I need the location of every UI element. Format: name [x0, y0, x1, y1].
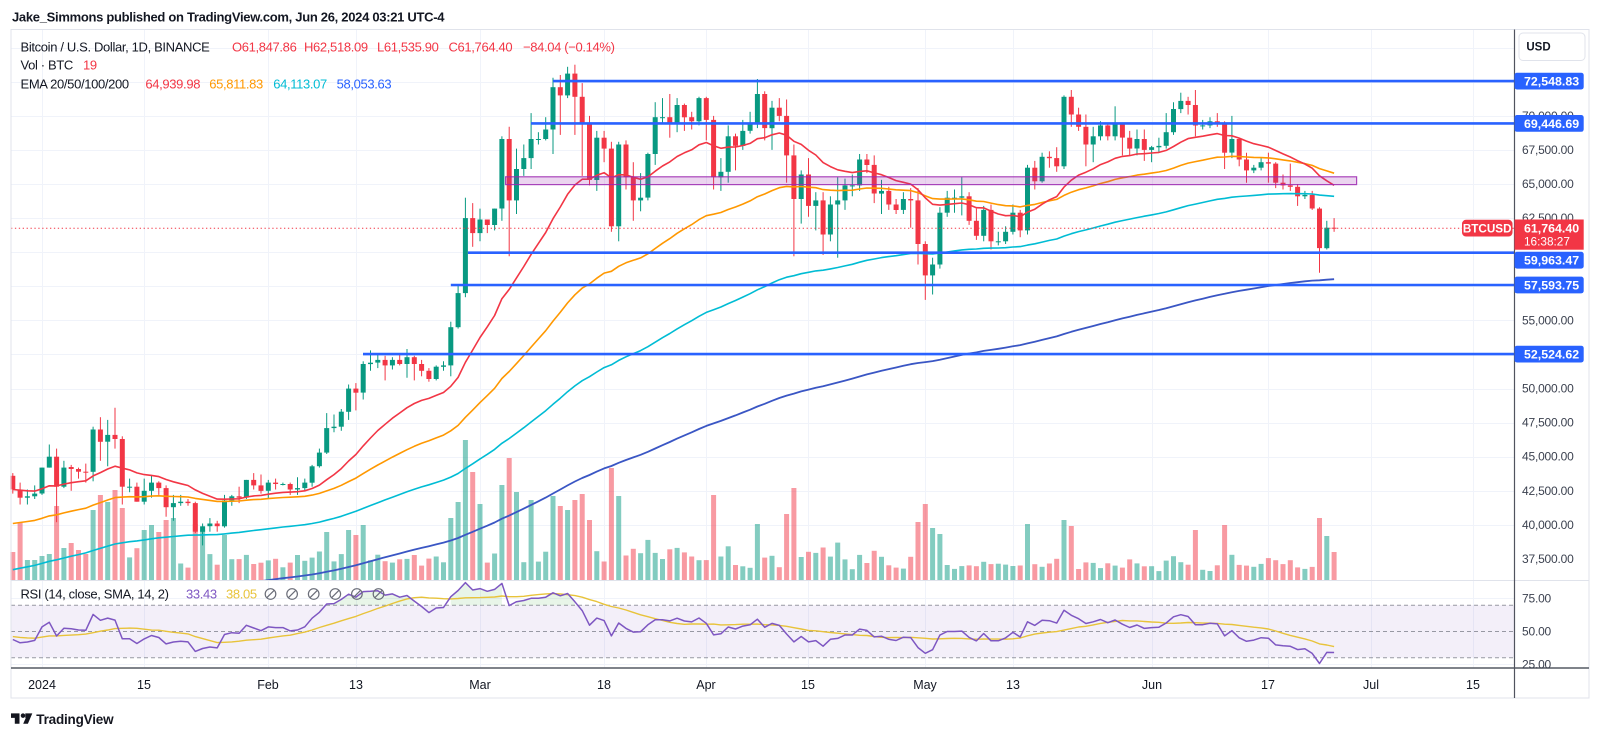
- svg-text:59,963.47: 59,963.47: [1524, 254, 1579, 268]
- svg-text:55,000.00: 55,000.00: [1522, 313, 1574, 327]
- svg-text:19: 19: [83, 58, 97, 73]
- svg-text:37,500.00: 37,500.00: [1522, 552, 1574, 566]
- svg-text:Jul: Jul: [1363, 678, 1379, 692]
- svg-text:57,593.75: 57,593.75: [1524, 278, 1579, 292]
- svg-text:65,811.83: 65,811.83: [209, 77, 263, 92]
- svg-text:72,548.83: 72,548.83: [1524, 75, 1579, 89]
- svg-text:64,113.07: 64,113.07: [273, 77, 327, 92]
- svg-text:16:38:27: 16:38:27: [1524, 234, 1570, 248]
- svg-text:May: May: [913, 678, 937, 692]
- svg-text:Bitcoin / U.S. Dollar, 1D, BIN: Bitcoin / U.S. Dollar, 1D, BINANCE: [21, 40, 211, 55]
- svg-text:H62,518.09: H62,518.09: [304, 40, 368, 55]
- svg-text:67,500.00: 67,500.00: [1522, 143, 1574, 157]
- svg-text:15: 15: [801, 678, 815, 692]
- svg-text:Jun: Jun: [1142, 678, 1162, 692]
- svg-text:Apr: Apr: [696, 678, 715, 692]
- svg-text:52,524.62: 52,524.62: [1524, 348, 1579, 362]
- svg-text:50.00: 50.00: [1522, 625, 1552, 639]
- svg-text:13: 13: [349, 678, 363, 692]
- svg-text:2024: 2024: [28, 678, 56, 692]
- svg-text:33.43: 33.43: [186, 587, 217, 602]
- svg-text:Jake_Simmons published on Trad: Jake_Simmons published on TradingView.co…: [12, 10, 445, 25]
- svg-text:38.05: 38.05: [226, 587, 257, 602]
- svg-text:15: 15: [1466, 678, 1480, 692]
- svg-text:−84.04 (−0.14%): −84.04 (−0.14%): [523, 40, 615, 55]
- svg-text:USD: USD: [1526, 42, 1550, 54]
- svg-text:RSI (14, close, SMA, 14, 2): RSI (14, close, SMA, 14, 2): [21, 587, 169, 602]
- svg-text:25.00: 25.00: [1522, 657, 1552, 671]
- svg-text:40,000.00: 40,000.00: [1522, 518, 1574, 532]
- svg-text:Vol · BTC: Vol · BTC: [21, 58, 73, 73]
- svg-text:50,000.00: 50,000.00: [1522, 382, 1574, 396]
- svg-text:BTCUSD: BTCUSD: [1463, 222, 1512, 235]
- svg-text:18: 18: [597, 678, 611, 692]
- svg-text:45,000.00: 45,000.00: [1522, 450, 1574, 464]
- svg-text:L61,535.90: L61,535.90: [377, 40, 439, 55]
- svg-text:69,446.69: 69,446.69: [1524, 117, 1579, 131]
- svg-text:Mar: Mar: [469, 678, 491, 692]
- svg-text:EMA 20/50/100/200: EMA 20/50/100/200: [21, 77, 129, 92]
- svg-text:42,500.00: 42,500.00: [1522, 484, 1574, 498]
- svg-text:61,764.40: 61,764.40: [1524, 222, 1579, 236]
- svg-text:47,500.00: 47,500.00: [1522, 416, 1574, 430]
- svg-text:75.00: 75.00: [1522, 592, 1552, 606]
- svg-text:TradingView: TradingView: [36, 712, 114, 727]
- svg-text:13: 13: [1006, 678, 1020, 692]
- svg-text:58,053.63: 58,053.63: [337, 77, 392, 92]
- svg-text:17: 17: [1261, 678, 1275, 692]
- svg-text:64,939.98: 64,939.98: [145, 77, 200, 92]
- svg-text:C61,764.40: C61,764.40: [449, 40, 513, 55]
- svg-text:O61,847.86: O61,847.86: [232, 40, 297, 55]
- svg-text:15: 15: [137, 678, 151, 692]
- svg-text:65,000.00: 65,000.00: [1522, 177, 1574, 191]
- svg-text:Feb: Feb: [257, 678, 279, 692]
